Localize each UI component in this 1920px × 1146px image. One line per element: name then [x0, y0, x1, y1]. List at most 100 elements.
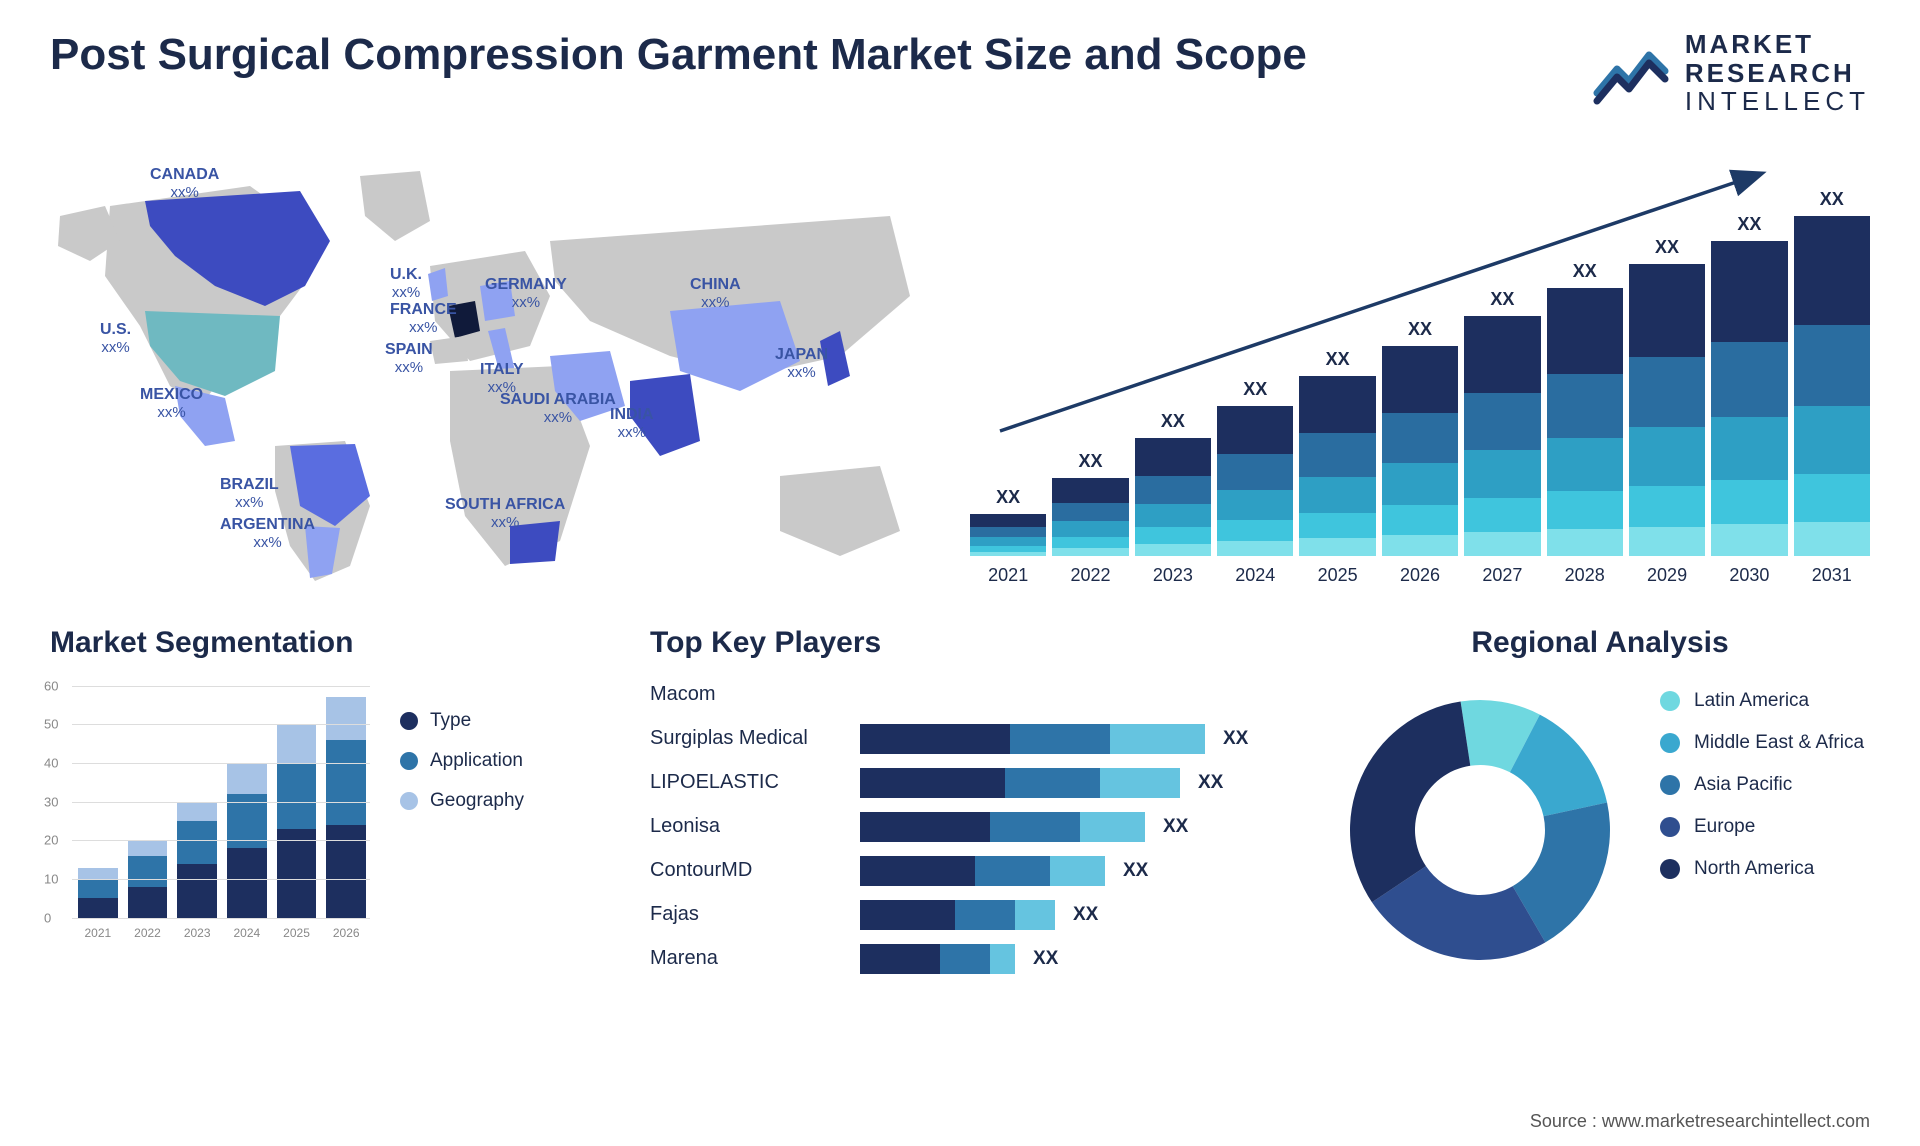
growth-bar-label: XX [1161, 411, 1185, 432]
seg-year: 2022 [128, 926, 168, 940]
logo-line2: RESEARCH [1685, 59, 1870, 88]
player-row: LIPOELASTICXX [650, 768, 1290, 798]
world-map: CANADAxx% U.S.xx% MEXICOxx% BRAZILxx% ARGENT… [50, 146, 930, 586]
logo-line1: MARKET [1685, 30, 1870, 59]
seg-year: 2024 [227, 926, 267, 940]
growth-bar-2027: XX [1464, 289, 1540, 556]
segmentation-chart: 202120222023202420252026 0102030405060 [50, 680, 370, 940]
growth-bar-label: XX [1820, 189, 1844, 210]
growth-bar-label: XX [1737, 214, 1761, 235]
growth-chart: XXXXXXXXXXXXXXXXXXXXXX 20212022202320242… [970, 146, 1870, 586]
player-name: Leonisa [650, 815, 860, 838]
growth-bar-2025: XX [1299, 349, 1375, 556]
player-name: Macom [650, 683, 860, 706]
regional-legend: Latin AmericaMiddle East & AfricaAsia Pa… [1660, 680, 1864, 900]
player-name: Marena [650, 947, 860, 970]
growth-year-2027: 2027 [1464, 565, 1540, 586]
map-label-southafrica: SOUTH AFRICAxx% [445, 496, 565, 532]
seg-ytick: 40 [44, 756, 58, 771]
growth-year-2022: 2022 [1052, 565, 1128, 586]
growth-year-2023: 2023 [1135, 565, 1211, 586]
regional-legend-item: North America [1660, 858, 1864, 880]
growth-year-2026: 2026 [1382, 565, 1458, 586]
map-label-japan: JAPANxx% [775, 346, 828, 382]
page-title: Post Surgical Compression Garment Market… [50, 30, 1307, 80]
map-label-canada: CANADAxx% [150, 166, 219, 202]
donut-chart [1330, 680, 1630, 980]
growth-year-2030: 2030 [1711, 565, 1787, 586]
regional-legend-item: Middle East & Africa [1660, 732, 1864, 754]
player-name: ContourMD [650, 859, 860, 882]
player-name: Surgiplas Medical [650, 727, 860, 750]
player-row: Leonisa XX [650, 812, 1290, 842]
map-label-uk: U.K.xx% [390, 266, 422, 302]
seg-year: 2025 [277, 926, 317, 940]
player-row: Fajas XX [650, 900, 1290, 930]
player-value: XX [1223, 728, 1248, 750]
seg-ytick: 50 [44, 717, 58, 732]
growth-bar-2024: XX [1217, 379, 1293, 556]
map-label-spain: SPAINxx% [385, 341, 433, 377]
player-name: Fajas [650, 903, 860, 926]
seg-ytick: 60 [44, 678, 58, 693]
growth-year-2021: 2021 [970, 565, 1046, 586]
player-bar [860, 856, 1105, 886]
regional-block: Regional Analysis Latin AmericaMiddle Ea… [1330, 626, 1870, 988]
logo-text: MARKET RESEARCH INTELLECT [1685, 30, 1870, 116]
seg-bar-2025 [277, 724, 317, 917]
header: Post Surgical Compression Garment Market… [50, 30, 1870, 116]
growth-bar-label: XX [1243, 379, 1267, 400]
seg-ytick: 30 [44, 794, 58, 809]
growth-bar-label: XX [1408, 319, 1432, 340]
growth-year-2028: 2028 [1547, 565, 1623, 586]
segmentation-block: Market Segmentation 20212022202320242025… [50, 626, 610, 988]
growth-year-2029: 2029 [1629, 565, 1705, 586]
map-label-brazil: BRAZILxx% [220, 476, 279, 512]
growth-year-2031: 2031 [1794, 565, 1870, 586]
seg-year: 2026 [326, 926, 366, 940]
player-name: LIPOELASTIC [650, 771, 860, 794]
growth-bar-2029: XX [1629, 237, 1705, 556]
seg-legend-item: Geography [400, 790, 524, 812]
players-block: Top Key Players Macom Surgiplas Medical XX… [650, 626, 1290, 988]
seg-year: 2021 [78, 926, 118, 940]
seg-bar-2023 [177, 802, 217, 918]
player-value: XX [1163, 816, 1188, 838]
logo-icon [1593, 41, 1673, 105]
growth-bar-2021: XX [970, 487, 1046, 556]
bottom-row: Market Segmentation 20212022202320242025… [50, 626, 1870, 988]
player-value: XX [1073, 904, 1098, 926]
growth-bar-2026: XX [1382, 319, 1458, 556]
logo-line3: INTELLECT [1685, 87, 1870, 116]
logo: MARKET RESEARCH INTELLECT [1593, 30, 1870, 116]
donut-slice [1350, 701, 1470, 902]
seg-ytick: 10 [44, 872, 58, 887]
regional-legend-item: Europe [1660, 816, 1864, 838]
map-label-argentina: ARGENTINAxx% [220, 516, 315, 552]
player-value: XX [1033, 948, 1058, 970]
player-value: XX [1123, 860, 1148, 882]
player-bar [860, 944, 1015, 974]
map-label-france: FRANCExx% [390, 301, 457, 337]
map-label-germany: GERMANYxx% [485, 276, 567, 312]
source-text: Source : www.marketresearchintellect.com [1530, 1111, 1870, 1132]
seg-ytick: 0 [44, 910, 51, 925]
growth-bar-label: XX [996, 487, 1020, 508]
map-label-us: U.S.xx% [100, 321, 131, 357]
growth-bar-label: XX [1326, 349, 1350, 370]
player-row: Surgiplas Medical XX [650, 724, 1290, 754]
player-row: Macom [650, 680, 1290, 710]
player-row: ContourMD XX [650, 856, 1290, 886]
growth-bar-label: XX [1490, 289, 1514, 310]
growth-bar-2023: XX [1135, 411, 1211, 556]
map-label-mexico: MEXICOxx% [140, 386, 203, 422]
seg-legend-item: Application [400, 750, 524, 772]
top-row: CANADAxx% U.S.xx% MEXICOxx% BRAZILxx% ARGENT… [50, 146, 1870, 586]
segmentation-legend: TypeApplicationGeography [400, 680, 524, 940]
seg-bar-2026 [326, 697, 366, 917]
seg-year: 2023 [177, 926, 217, 940]
players-title: Top Key Players [650, 626, 1290, 660]
growth-bar-label: XX [1655, 237, 1679, 258]
seg-bar-2021 [78, 868, 118, 918]
player-bar [860, 812, 1145, 842]
